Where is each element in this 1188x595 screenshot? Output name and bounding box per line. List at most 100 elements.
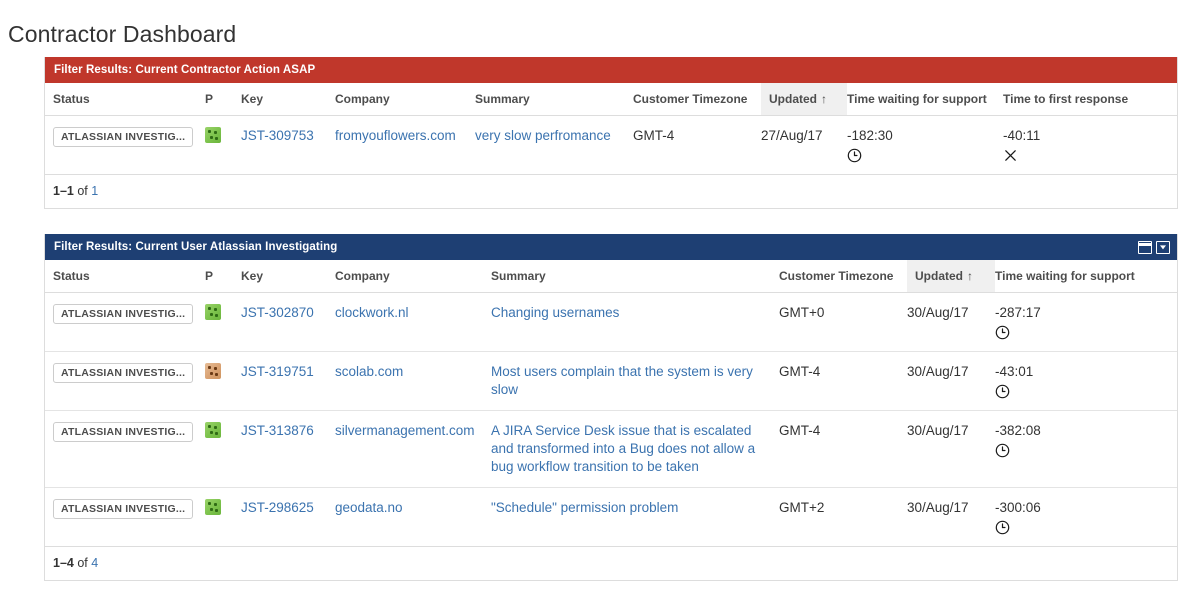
priority-green-icon bbox=[205, 304, 221, 320]
cell-status: ATLASSIAN INVESTIG... bbox=[45, 292, 205, 352]
cell-time-to-first-response: -40:11 bbox=[1003, 115, 1177, 175]
column-header-label: Time to first response bbox=[1003, 92, 1129, 106]
cell-updated: 27/Aug/17 bbox=[761, 115, 847, 175]
cell-updated: 30/Aug/17 bbox=[907, 487, 995, 547]
column-header-status[interactable]: Status bbox=[45, 260, 205, 293]
issue-table: Status P Key Company Summary Customer Ti… bbox=[45, 83, 1177, 175]
cell-company: scolab.com bbox=[335, 351, 491, 411]
cell-customer-timezone: GMT-4 bbox=[779, 351, 907, 411]
company-link[interactable]: scolab.com bbox=[335, 364, 404, 379]
cell-time-waiting-for-support: -382:08 bbox=[995, 410, 1177, 488]
cell-summary: very slow perfromance bbox=[475, 115, 633, 175]
gadget-title: Filter Results: Current User Atlassian I… bbox=[54, 241, 338, 253]
cell-updated: 30/Aug/17 bbox=[907, 351, 995, 411]
cell-summary: A JIRA Service Desk issue that is escala… bbox=[491, 410, 779, 488]
sort-ascending-icon: ↑ bbox=[967, 269, 973, 283]
summary-link[interactable]: very slow perfromance bbox=[475, 128, 611, 143]
column-header-label: P bbox=[205, 269, 214, 283]
column-header-summary[interactable]: Summary bbox=[491, 260, 779, 293]
issue-key-link[interactable]: JST-309753 bbox=[241, 128, 314, 143]
gadget-header-bar[interactable]: Filter Results: Current User Atlassian I… bbox=[45, 234, 1177, 260]
column-header-time-waiting-for-support[interactable]: Time waiting for support bbox=[995, 260, 1177, 293]
issue-key-link[interactable]: JST-319751 bbox=[241, 364, 314, 379]
column-header-label: Company bbox=[335, 92, 390, 106]
company-link[interactable]: silvermanagement.com bbox=[335, 423, 475, 438]
summary-link[interactable]: Changing usernames bbox=[491, 305, 620, 320]
cell-company: fromyouflowers.com bbox=[335, 115, 475, 175]
status-badge: ATLASSIAN INVESTIG... bbox=[53, 422, 194, 442]
table-row: ATLASSIAN INVESTIG... JST-319751 scolab.… bbox=[45, 351, 1177, 411]
pagination-total-link[interactable]: 4 bbox=[91, 556, 99, 570]
column-header-updated[interactable]: Updated ↑ bbox=[907, 260, 995, 293]
column-header-key[interactable]: Key bbox=[241, 83, 335, 116]
company-link[interactable]: geodata.no bbox=[335, 500, 403, 515]
cell-customer-timezone: GMT-4 bbox=[633, 115, 761, 175]
status-badge: ATLASSIAN INVESTIG... bbox=[53, 363, 194, 383]
minimize-icon[interactable] bbox=[1138, 240, 1152, 254]
table-header-row: Status P Key Company Summary Customer Ti… bbox=[45, 260, 1177, 293]
clock-icon bbox=[847, 148, 862, 163]
dropdown-icon[interactable] bbox=[1156, 240, 1170, 254]
table-row: ATLASSIAN INVESTIG... JST-302870 clockwo… bbox=[45, 292, 1177, 352]
column-header-customer-timezone[interactable]: Customer Timezone bbox=[633, 83, 761, 116]
issue-key-link[interactable]: JST-298625 bbox=[241, 500, 314, 515]
column-header-priority[interactable]: P bbox=[205, 260, 241, 293]
clock-icon bbox=[995, 520, 1010, 535]
priority-green-icon bbox=[205, 127, 221, 143]
cell-priority bbox=[205, 410, 241, 488]
cell-updated: 30/Aug/17 bbox=[907, 292, 995, 352]
cell-status: ATLASSIAN INVESTIG... bbox=[45, 487, 205, 547]
column-header-label: Time waiting for support bbox=[847, 92, 987, 106]
gadget-current-contractor-action-asap: Filter Results: Current Contractor Actio… bbox=[44, 57, 1178, 209]
cell-priority bbox=[205, 351, 241, 411]
column-header-status[interactable]: Status bbox=[45, 83, 205, 116]
column-header-label: Summary bbox=[491, 269, 546, 283]
summary-link[interactable]: "Schedule" permission problem bbox=[491, 500, 679, 515]
table-row: ATLASSIAN INVESTIG... JST-313876 silverm… bbox=[45, 410, 1177, 488]
sla-value: -182:30 bbox=[847, 128, 893, 143]
column-header-key[interactable]: Key bbox=[241, 260, 335, 293]
pagination-footer: 1–4 of 4 bbox=[45, 547, 1177, 580]
summary-link[interactable]: A JIRA Service Desk issue that is escala… bbox=[491, 423, 756, 474]
column-header-priority[interactable]: P bbox=[205, 83, 241, 116]
column-header-time-to-first-response[interactable]: Time to first response bbox=[1003, 83, 1177, 116]
gadget-controls bbox=[1138, 240, 1170, 254]
status-badge: ATLASSIAN INVESTIG... bbox=[53, 499, 194, 519]
column-header-label: Updated bbox=[915, 269, 963, 283]
cell-key: JST-319751 bbox=[241, 351, 335, 411]
cell-company: clockwork.nl bbox=[335, 292, 491, 352]
company-link[interactable]: fromyouflowers.com bbox=[335, 128, 456, 143]
summary-link[interactable]: Most users complain that the system is v… bbox=[491, 364, 753, 397]
column-header-label: Status bbox=[53, 92, 90, 106]
issue-key-link[interactable]: JST-313876 bbox=[241, 423, 314, 438]
cell-status: ATLASSIAN INVESTIG... bbox=[45, 115, 205, 175]
pagination-total-link[interactable]: 1 bbox=[91, 184, 99, 198]
gadget-header-bar[interactable]: Filter Results: Current Contractor Actio… bbox=[45, 57, 1177, 83]
column-header-company[interactable]: Company bbox=[335, 260, 491, 293]
column-header-company[interactable]: Company bbox=[335, 83, 475, 116]
table-row: ATLASSIAN INVESTIG... JST-309753 fromyou… bbox=[45, 115, 1177, 175]
column-header-customer-timezone[interactable]: Customer Timezone bbox=[779, 260, 907, 293]
cell-key: JST-309753 bbox=[241, 115, 335, 175]
cell-key: JST-298625 bbox=[241, 487, 335, 547]
cross-icon bbox=[1005, 150, 1016, 161]
cell-priority bbox=[205, 292, 241, 352]
priority-orange-icon bbox=[205, 363, 221, 379]
table-row: ATLASSIAN INVESTIG... JST-298625 geodata… bbox=[45, 487, 1177, 547]
column-header-updated[interactable]: Updated ↑ bbox=[761, 83, 847, 116]
cell-company: geodata.no bbox=[335, 487, 491, 547]
column-header-time-waiting-for-support[interactable]: Time waiting for support bbox=[847, 83, 1003, 116]
column-header-summary[interactable]: Summary bbox=[475, 83, 633, 116]
priority-green-icon bbox=[205, 499, 221, 515]
column-header-label: Summary bbox=[475, 92, 530, 106]
sla-value: -40:11 bbox=[1003, 128, 1041, 143]
table-header-row: Status P Key Company Summary Customer Ti… bbox=[45, 83, 1177, 116]
cell-time-waiting-for-support: -300:06 bbox=[995, 487, 1177, 547]
company-link[interactable]: clockwork.nl bbox=[335, 305, 409, 320]
cell-status: ATLASSIAN INVESTIG... bbox=[45, 351, 205, 411]
cell-summary: "Schedule" permission problem bbox=[491, 487, 779, 547]
gadget-title: Filter Results: Current Contractor Actio… bbox=[54, 64, 316, 76]
cell-updated: 30/Aug/17 bbox=[907, 410, 995, 488]
issue-key-link[interactable]: JST-302870 bbox=[241, 305, 314, 320]
status-badge: ATLASSIAN INVESTIG... bbox=[53, 304, 194, 324]
